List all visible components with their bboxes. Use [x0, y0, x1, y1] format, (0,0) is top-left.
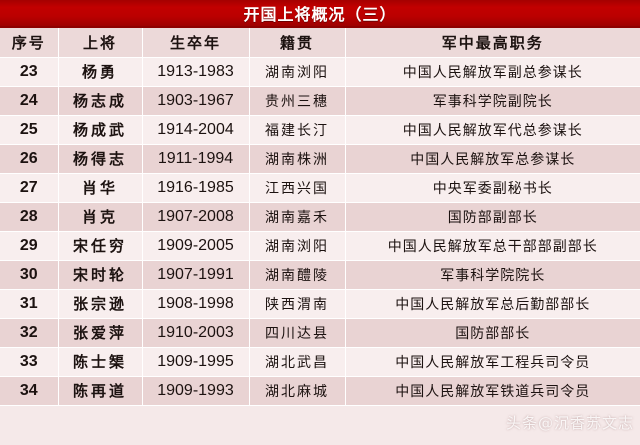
- cell-index: 28: [0, 202, 59, 232]
- cell-index: 31: [0, 289, 59, 319]
- table-row: 25 杨成武 1914-2004 福建长汀 中国人民解放军代总参谋长: [0, 115, 640, 145]
- column-header-years: 生卒年: [142, 28, 250, 58]
- table-row: 27 肖华 1916-1985 江西兴国 中央军委副秘书长: [0, 173, 640, 203]
- cell-origin: 四川达县: [249, 318, 346, 348]
- cell-years: 1903-1967: [142, 86, 250, 116]
- cell-years: 1907-2008: [142, 202, 250, 232]
- cell-years: 1910-2003: [142, 318, 250, 348]
- cell-origin: 湖南浏阳: [249, 57, 346, 87]
- table-row: 30 宋时轮 1907-1991 湖南醴陵 军事科学院院长: [0, 260, 640, 290]
- column-header-index: 序号: [0, 28, 59, 58]
- page-title: 开国上将概况（三）: [243, 5, 397, 24]
- generals-table: 序号 上将 生卒年 籍贯 军中最高职务 23 杨勇 1913-1983 湖南浏阳 中国人…: [0, 28, 640, 406]
- cell-name: 杨得志: [58, 144, 143, 174]
- cell-origin: 江西兴国: [249, 173, 346, 203]
- cell-name: 张爱萍: [58, 318, 143, 348]
- cell-name: 宋时轮: [58, 260, 143, 290]
- cell-index: 33: [0, 347, 59, 377]
- cell-index: 29: [0, 231, 59, 261]
- cell-years: 1916-1985: [142, 173, 250, 203]
- table-row: 23 杨勇 1913-1983 湖南浏阳 中国人民解放军副总参谋长: [0, 57, 640, 87]
- cell-post: 中国人民解放军代总参谋长: [345, 115, 640, 145]
- cell-post: 中国人民解放军铁道兵司令员: [345, 376, 640, 406]
- cell-years: 1911-1994: [142, 144, 250, 174]
- cell-name: 肖克: [58, 202, 143, 232]
- cell-post: 中国人民解放军总后勤部部长: [345, 289, 640, 319]
- cell-index: 26: [0, 144, 59, 174]
- cell-years: 1909-1995: [142, 347, 250, 377]
- table-row: 32 张爱萍 1910-2003 四川达县 国防部部长: [0, 318, 640, 348]
- cell-origin: 湖北麻城: [249, 376, 346, 406]
- cell-years: 1907-1991: [142, 260, 250, 290]
- cell-name: 杨成武: [58, 115, 143, 145]
- column-header-origin: 籍贯: [249, 28, 346, 58]
- cell-index: 32: [0, 318, 59, 348]
- table-header: 序号 上将 生卒年 籍贯 军中最高职务: [0, 28, 640, 58]
- cell-origin: 贵州三穗: [249, 86, 346, 116]
- watermark: 头条@沉香苏文志: [505, 414, 634, 432]
- table-body: 23 杨勇 1913-1983 湖南浏阳 中国人民解放军副总参谋长 24 杨志成 1903-1…: [0, 57, 640, 406]
- cell-origin: 陕西渭南: [249, 289, 346, 319]
- column-header-post: 军中最高职务: [345, 28, 640, 58]
- cell-index: 25: [0, 115, 59, 145]
- cell-name: 肖华: [58, 173, 143, 203]
- cell-name: 宋任穷: [58, 231, 143, 261]
- table-row: 31 张宗逊 1908-1998 陕西渭南 中国人民解放军总后勤部部长: [0, 289, 640, 319]
- cell-origin: 湖南浏阳: [249, 231, 346, 261]
- cell-years: 1908-1998: [142, 289, 250, 319]
- table-row: 24 杨志成 1903-1967 贵州三穗 军事科学院副院长: [0, 86, 640, 116]
- cell-origin: 福建长汀: [249, 115, 346, 145]
- table-row: 26 杨得志 1911-1994 湖南株洲 中国人民解放军总参谋长: [0, 144, 640, 174]
- cell-index: 30: [0, 260, 59, 290]
- cell-name: 陈士榘: [58, 347, 143, 377]
- cell-years: 1909-2005: [142, 231, 250, 261]
- table-row: 34 陈再道 1909-1993 湖北麻城 中国人民解放军铁道兵司令员: [0, 376, 640, 406]
- cell-post: 中国人民解放军总干部部副部长: [345, 231, 640, 261]
- column-header-name: 上将: [58, 28, 143, 58]
- page-title-bar: 开国上将概况（三）: [0, 0, 640, 28]
- table-row: 29 宋任穷 1909-2005 湖南浏阳 中国人民解放军总干部部副部长: [0, 231, 640, 261]
- cell-origin: 湖南株洲: [249, 144, 346, 174]
- cell-name: 杨勇: [58, 57, 143, 87]
- cell-index: 23: [0, 57, 59, 87]
- cell-years: 1914-2004: [142, 115, 250, 145]
- cell-post: 军事科学院院长: [345, 260, 640, 290]
- cell-origin: 湖南嘉禾: [249, 202, 346, 232]
- cell-years: 1909-1993: [142, 376, 250, 406]
- cell-post: 中央军委副秘书长: [345, 173, 640, 203]
- cell-origin: 湖南醴陵: [249, 260, 346, 290]
- cell-post: 中国人民解放军总参谋长: [345, 144, 640, 174]
- cell-years: 1913-1983: [142, 57, 250, 87]
- cell-post: 军事科学院副院长: [345, 86, 640, 116]
- table-row: 33 陈士榘 1909-1995 湖北武昌 中国人民解放军工程兵司令员: [0, 347, 640, 377]
- cell-post: 国防部副部长: [345, 202, 640, 232]
- cell-post: 中国人民解放军副总参谋长: [345, 57, 640, 87]
- cell-post: 国防部部长: [345, 318, 640, 348]
- cell-name: 杨志成: [58, 86, 143, 116]
- cell-post: 中国人民解放军工程兵司令员: [345, 347, 640, 377]
- cell-index: 34: [0, 376, 59, 406]
- cell-origin: 湖北武昌: [249, 347, 346, 377]
- table-row: 28 肖克 1907-2008 湖南嘉禾 国防部副部长: [0, 202, 640, 232]
- cell-name: 张宗逊: [58, 289, 143, 319]
- cell-index: 27: [0, 173, 59, 203]
- cell-name: 陈再道: [58, 376, 143, 406]
- cell-index: 24: [0, 86, 59, 116]
- table-header-row: 序号 上将 生卒年 籍贯 军中最高职务: [0, 28, 640, 58]
